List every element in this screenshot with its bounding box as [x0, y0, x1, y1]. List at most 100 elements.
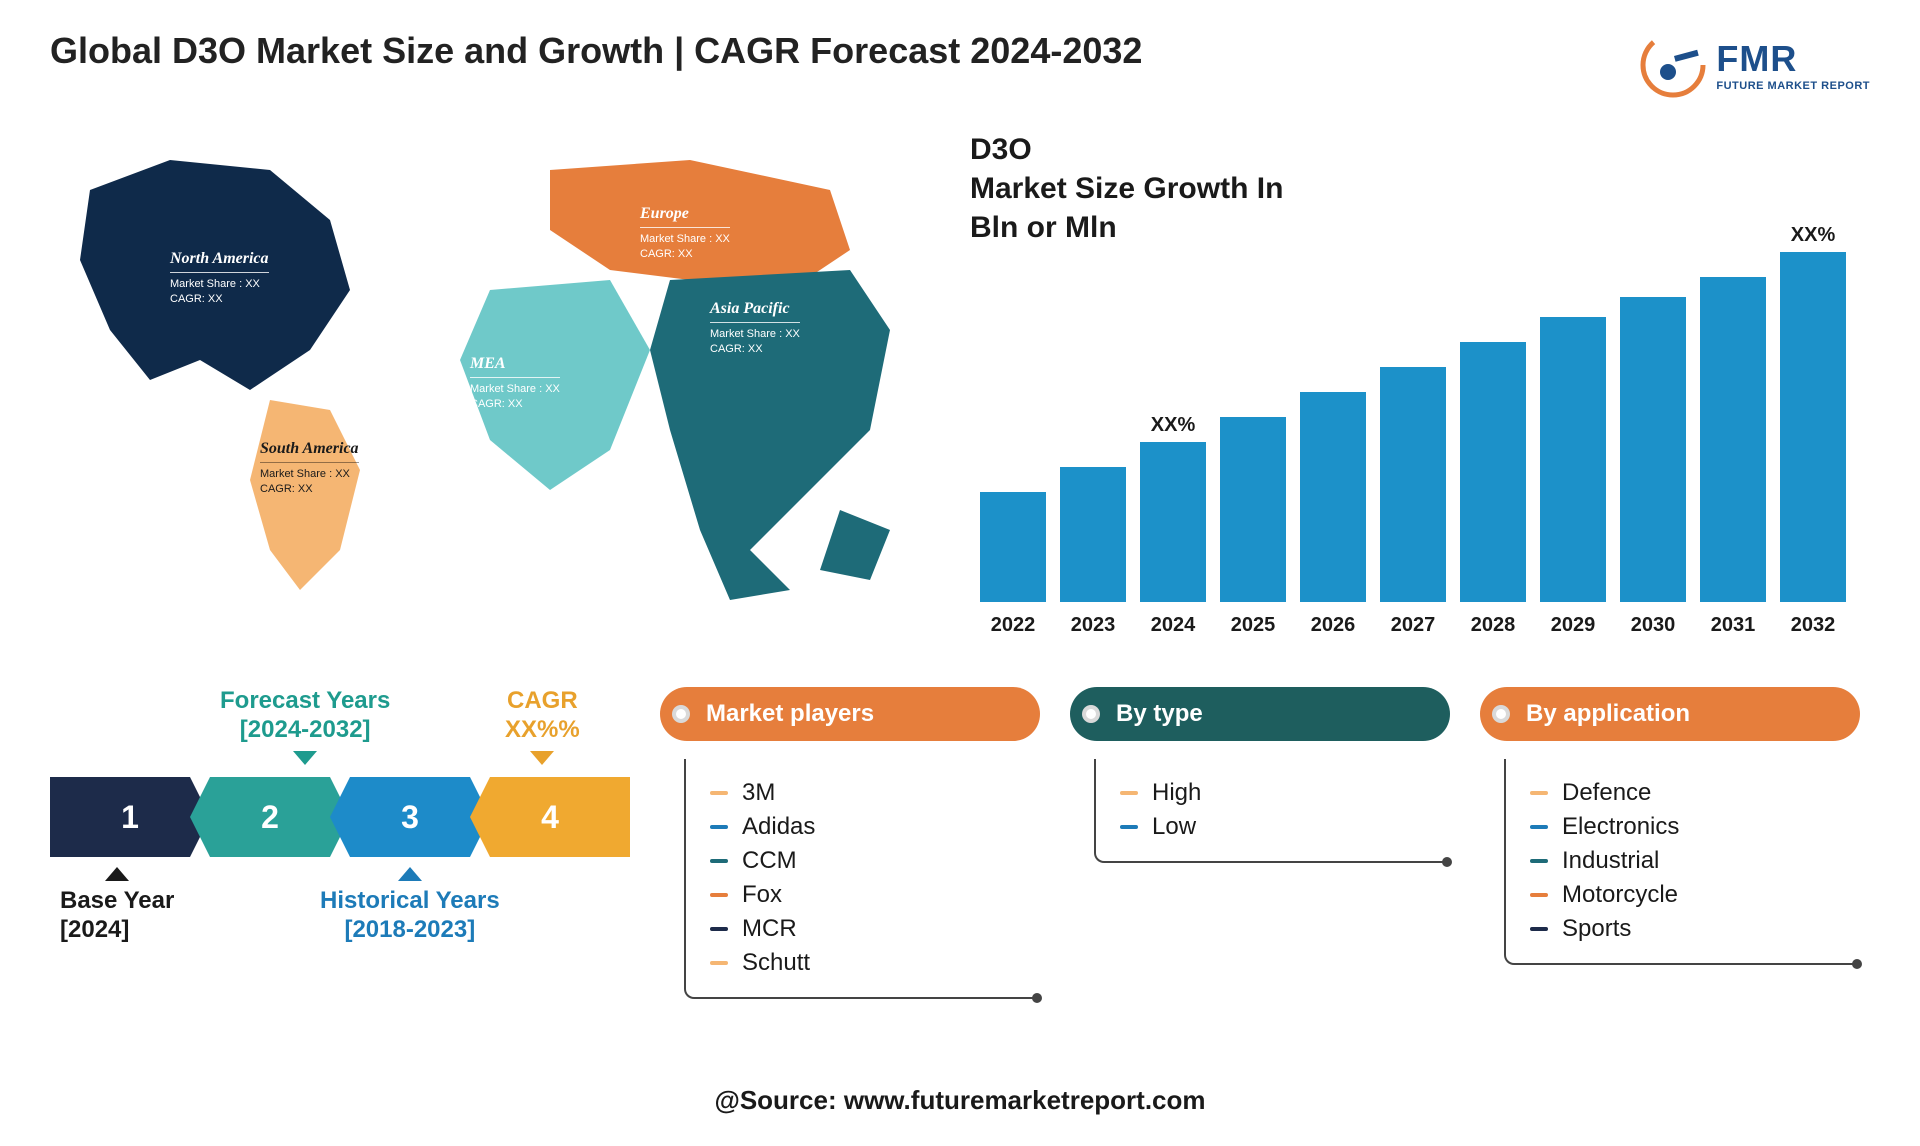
bar-2032: XX% 2032 — [1780, 252, 1846, 637]
tick-icon — [1530, 825, 1548, 829]
bar-year-label: 2028 — [1471, 614, 1516, 637]
region-share: Market Share : XX — [470, 382, 560, 397]
list-item: Low — [1120, 813, 1450, 841]
list-item: Schutt — [710, 949, 1040, 977]
region-label-south_america: South AmericaMarket Share : XXCAGR: XX — [260, 440, 359, 498]
item-label: Schutt — [742, 949, 810, 977]
list-item: Motorcycle — [1530, 881, 1860, 909]
timeline-annotation: Historical Years[2018-2023] — [320, 867, 500, 945]
tick-icon — [1120, 825, 1138, 829]
bar-year-label: 2026 — [1311, 614, 1356, 637]
list-item: Adidas — [710, 813, 1040, 841]
timeline-step-3: 3 — [330, 777, 490, 857]
item-label: Low — [1152, 813, 1196, 841]
segment-by-type: By type High Low — [1070, 687, 1450, 999]
segment-market-players: Market players 3M Adidas CCM Fox MCR Schutt — [660, 687, 1040, 999]
segment-list: Defence Electronics Industrial Motorcycle Sp… — [1504, 759, 1860, 965]
list-item: Sports — [1530, 915, 1860, 943]
segment-list: 3M Adidas CCM Fox MCR Schutt — [684, 759, 1040, 999]
region-name: South America — [260, 440, 359, 458]
bar-rect — [1220, 417, 1286, 602]
region-name: North America — [170, 250, 269, 268]
bar-year-label: 2029 — [1551, 614, 1596, 637]
tick-icon — [1530, 791, 1548, 795]
bar-2025: 2025 — [1220, 417, 1286, 637]
bar-rect — [1620, 297, 1686, 602]
bullet-icon — [1082, 705, 1100, 723]
fmr-logo: FMR FUTURE MARKET REPORT — [1638, 30, 1870, 100]
region-label-mea: MEA Market Share : XXCAGR: XX — [470, 355, 560, 413]
timeline-step-2: 2 — [190, 777, 350, 857]
tick-icon — [1530, 927, 1548, 931]
item-label: Defence — [1562, 779, 1651, 807]
bar-chart-area: D3O Market Size Growth In Bln or Mln 202… — [970, 130, 1870, 637]
source-attribution: @Source: www.futuremarketreport.com — [714, 1085, 1205, 1116]
list-item: Industrial — [1530, 847, 1860, 875]
item-label: MCR — [742, 915, 797, 943]
bottom-section: 1234 Forecast Years[2024-2032]CAGRXX%%Ba… — [50, 687, 1870, 999]
fmr-logo-icon — [1638, 30, 1708, 100]
timeline-step-4: 4 — [470, 777, 630, 857]
bar-rect — [1540, 317, 1606, 602]
bar-2029: 2029 — [1540, 317, 1606, 637]
bar-year-label: 2025 — [1231, 614, 1276, 637]
item-label: Motorcycle — [1562, 881, 1678, 909]
item-label: Adidas — [742, 813, 815, 841]
region-cagr: CAGR: XX — [640, 247, 730, 262]
chart-title-l2: Market Size Growth In — [970, 172, 1283, 205]
page-title: Global D3O Market Size and Growth | CAGR… — [50, 30, 1142, 72]
bar-rect: XX% — [1140, 442, 1206, 602]
tick-icon — [710, 927, 728, 931]
segment-header: Market players — [660, 687, 1040, 741]
region-label-north_america: North AmericaMarket Share : XXCAGR: XX — [170, 250, 269, 308]
bar-2030: 2030 — [1620, 297, 1686, 637]
region-cagr: CAGR: XX — [170, 292, 269, 307]
item-label: Fox — [742, 881, 782, 909]
bar-rect: XX% — [1780, 252, 1846, 602]
tick-icon — [710, 791, 728, 795]
header: Global D3O Market Size and Growth | CAGR… — [50, 30, 1870, 100]
item-label: CCM — [742, 847, 797, 875]
segment-title: By type — [1116, 700, 1203, 728]
list-item: CCM — [710, 847, 1040, 875]
timeline-block: 1234 Forecast Years[2024-2032]CAGRXX%%Ba… — [50, 687, 630, 857]
item-label: 3M — [742, 779, 775, 807]
chart-title: D3O Market Size Growth In Bln or Mln — [970, 130, 1870, 247]
list-item: Electronics — [1530, 813, 1860, 841]
segment-header: By type — [1070, 687, 1450, 741]
top-section: North AmericaMarket Share : XXCAGR: XXSo… — [50, 130, 1870, 637]
tick-icon — [1530, 859, 1548, 863]
item-label: Industrial — [1562, 847, 1659, 875]
bar-year-label: 2032 — [1791, 614, 1836, 637]
timeline-step-1: 1 — [50, 777, 210, 857]
bar-2026: 2026 — [1300, 392, 1366, 637]
bar-year-label: 2027 — [1391, 614, 1436, 637]
logo-text: FMR FUTURE MARKET REPORT — [1716, 38, 1870, 92]
segments-row: Market players 3M Adidas CCM Fox MCR Schutt By … — [660, 687, 1870, 999]
bar-year-label: 2023 — [1071, 614, 1116, 637]
world-map: North AmericaMarket Share : XXCAGR: XXSo… — [50, 130, 930, 610]
region-name: MEA — [470, 355, 560, 373]
bullet-icon — [672, 705, 690, 723]
region-label-europe: EuropeMarket Share : XXCAGR: XX — [640, 205, 730, 263]
bar-rect — [1460, 342, 1526, 602]
region-name: Europe — [640, 205, 730, 223]
segment-title: Market players — [706, 700, 874, 728]
tick-icon — [1120, 791, 1138, 795]
bar-year-label: 2030 — [1631, 614, 1676, 637]
bar-2027: 2027 — [1380, 367, 1446, 637]
tick-icon — [710, 961, 728, 965]
bar-year-label: 2024 — [1151, 614, 1196, 637]
timeline-annotation: Forecast Years[2024-2032] — [220, 687, 390, 765]
bar-chart: 20222023XX%20242025202620272028202920302… — [970, 257, 1870, 637]
region-cagr: CAGR: XX — [470, 397, 560, 412]
list-item: High — [1120, 779, 1450, 807]
region-share: Market Share : XX — [710, 327, 800, 342]
chart-title-l3: Bln or Mln — [970, 211, 1117, 244]
tick-icon — [710, 825, 728, 829]
list-item: 3M — [710, 779, 1040, 807]
timeline-annotation: CAGRXX%% — [505, 687, 580, 765]
bar-2023: 2023 — [1060, 467, 1126, 637]
bar-2024: XX% 2024 — [1140, 442, 1206, 637]
segment-title: By application — [1526, 700, 1690, 728]
